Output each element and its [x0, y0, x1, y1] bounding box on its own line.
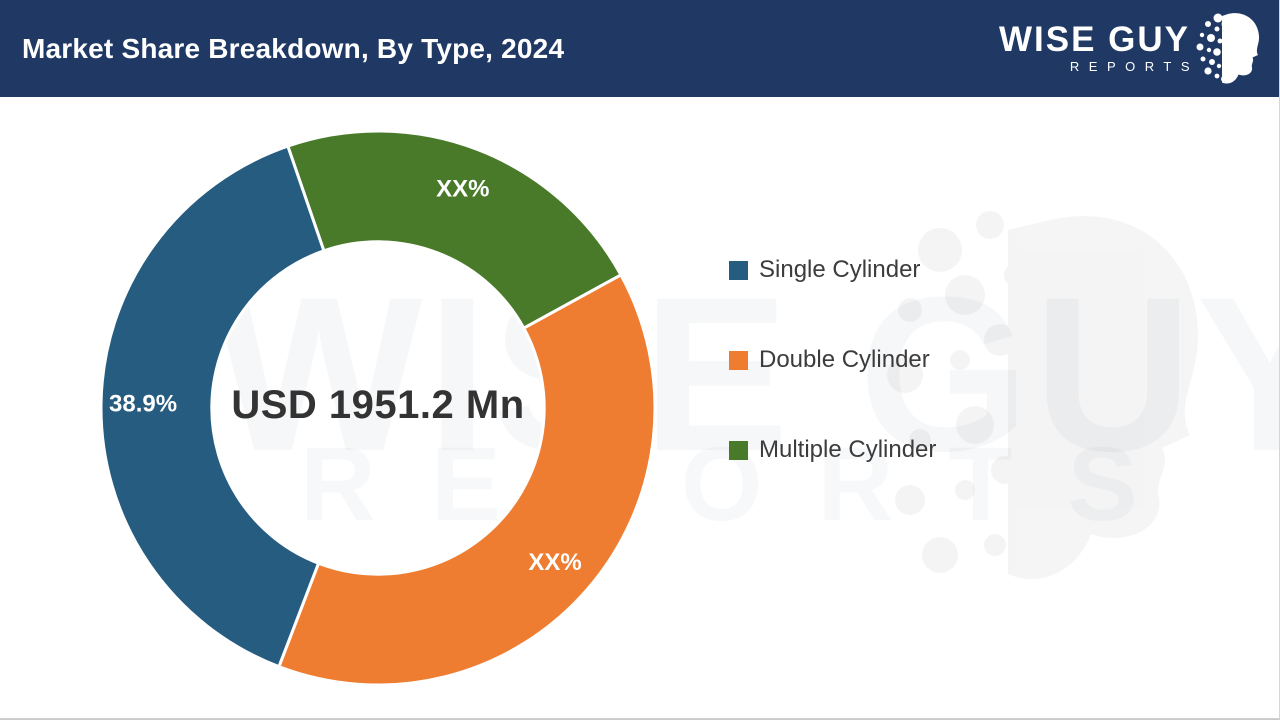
legend-item-single-cylinder: Single Cylinder: [729, 256, 936, 284]
background-watermark-face-dots: [887, 211, 1199, 580]
slice-label-single-cylinder: 38.9%: [109, 390, 177, 417]
header-bar: Market Share Breakdown, By Type, 2024 WI…: [0, 0, 1280, 97]
donut-chart: XX% XX% 38.9%: [78, 108, 678, 708]
page-title: Market Share Breakdown, By Type, 2024: [22, 32, 565, 64]
wiseguy-logo: WISE GUY REPORTS: [999, 8, 1264, 88]
donut-slice-double-cylinder: [277, 273, 657, 687]
legend-swatch-double-cylinder: [729, 350, 748, 370]
legend-swatch-single-cylinder: [729, 260, 748, 280]
donut-slice-single-cylinder: [99, 144, 326, 669]
logo-subtitle: REPORTS: [1069, 59, 1199, 74]
slice-label-double-cylinder: XX%: [528, 549, 581, 576]
legend-item-multiple-cylinder: Multiple Cylinder: [729, 436, 936, 464]
slice-label-multiple-cylinder: XX%: [436, 175, 489, 202]
donut-slice-multiple-cylinder: [286, 129, 623, 330]
logo-text: WISE GUY REPORTS: [999, 21, 1190, 75]
legend-label: Double Cylinder: [759, 346, 930, 373]
wiseguy-face-icon: [1196, 13, 1260, 84]
legend-label: Single Cylinder: [759, 256, 921, 283]
legend-item-double-cylinder: Double Cylinder: [729, 346, 936, 374]
chart-legend: Single Cylinder Double Cylinder Multiple…: [729, 256, 936, 526]
legend-swatch-multiple-cylinder: [729, 440, 748, 460]
legend-label: Multiple Cylinder: [759, 436, 937, 463]
logo-wordmark: WISE GUY: [998, 20, 1190, 59]
chart-center-value: USD 1951.2 Mn: [231, 383, 525, 427]
